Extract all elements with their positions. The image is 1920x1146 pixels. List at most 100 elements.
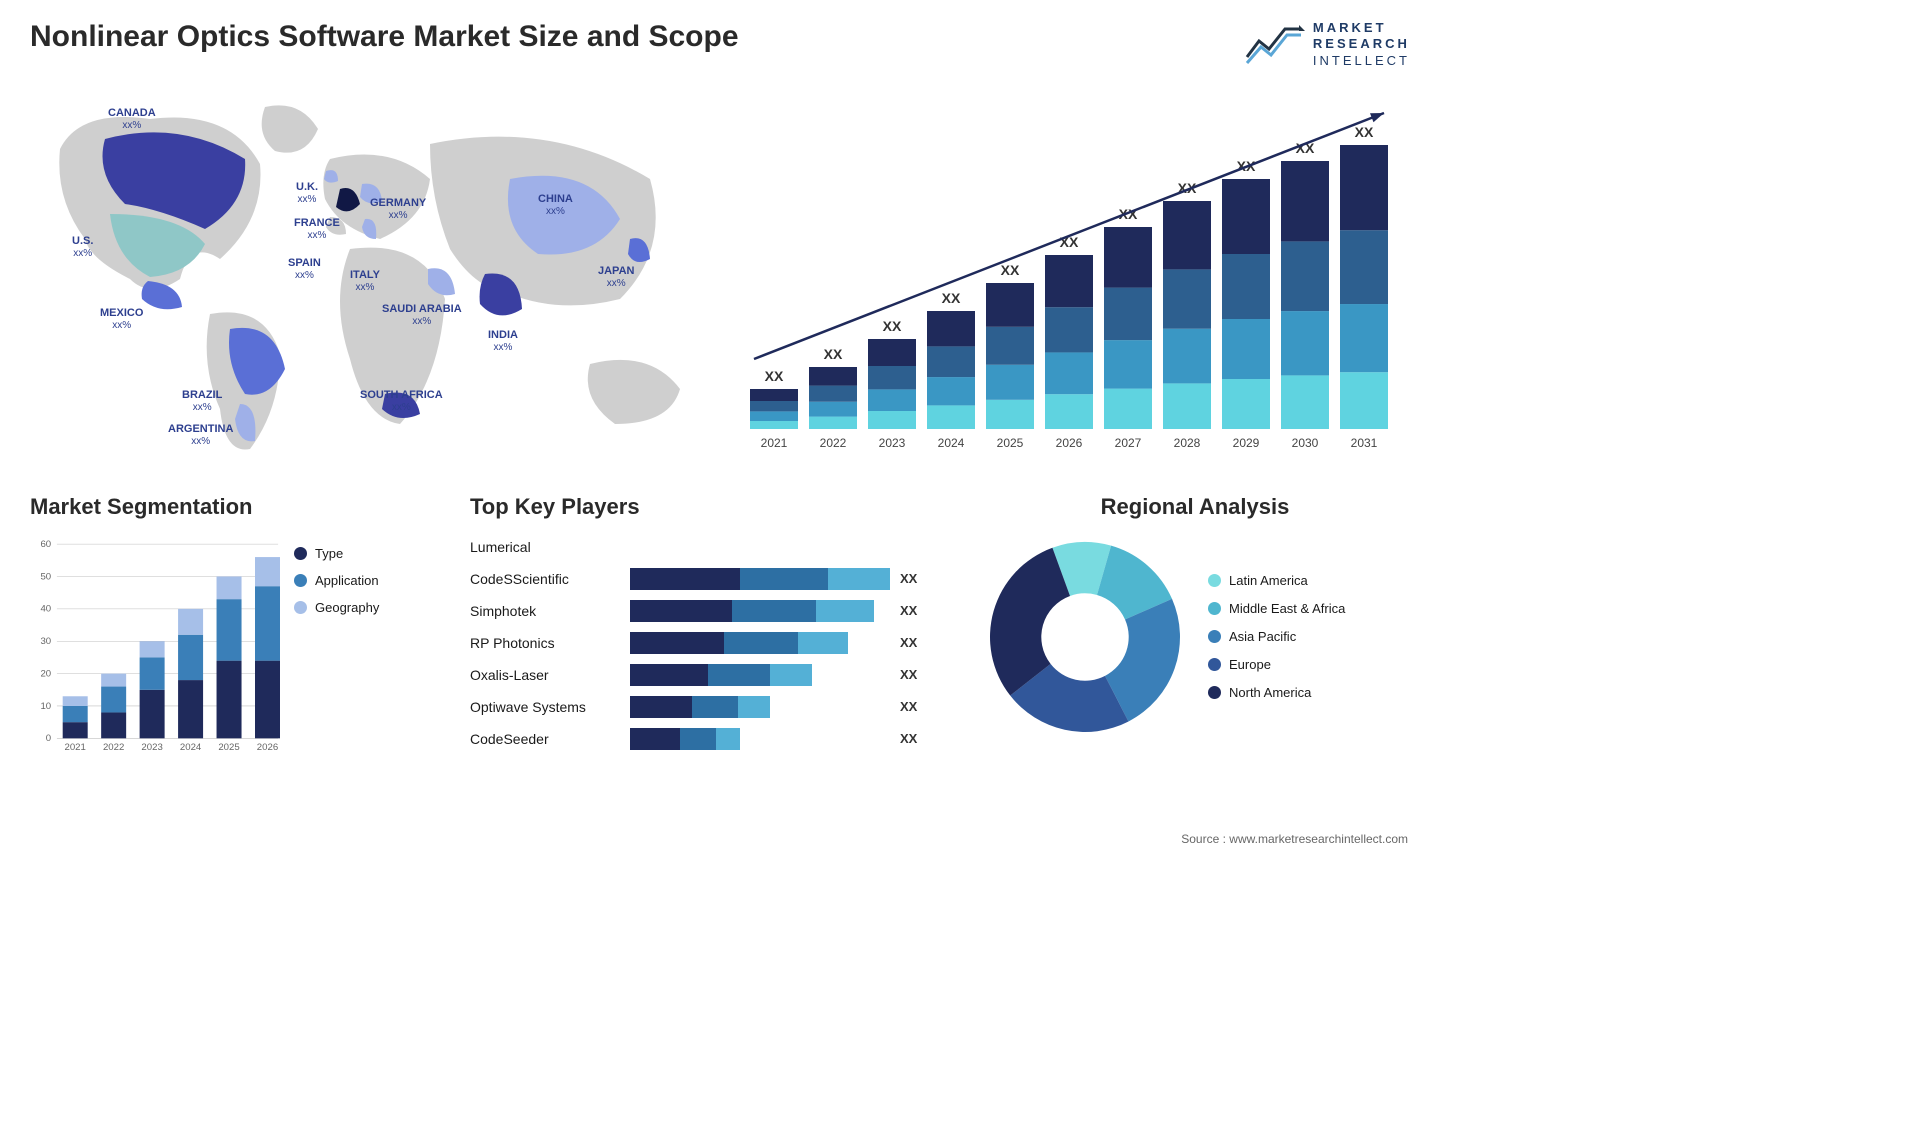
map-label: BRAZILxx%: [182, 389, 222, 413]
player-row: Simphotek XX: [470, 596, 960, 626]
svg-text:2027: 2027: [1115, 436, 1142, 450]
world-map: CANADAxx% U.S.xx% MEXICOxx% BRAZILxx% ARGENT…: [30, 89, 710, 469]
logo-line2: RESEARCH: [1313, 36, 1410, 52]
player-value: XX: [900, 731, 917, 746]
svg-text:0: 0: [46, 733, 51, 744]
player-bar: [630, 600, 890, 622]
map-label: ITALYxx%: [350, 269, 380, 293]
player-value: XX: [900, 635, 917, 650]
regional-panel: Regional Analysis Latin America Middle Ea…: [980, 494, 1410, 762]
player-bar: [630, 568, 890, 590]
legend-item: Application: [294, 573, 379, 588]
player-bar: [630, 728, 890, 750]
player-name: Optiwave Systems: [470, 699, 620, 715]
regional-title: Regional Analysis: [980, 494, 1410, 520]
svg-text:2023: 2023: [141, 742, 162, 753]
map-label: FRANCExx%: [294, 217, 340, 241]
player-row: Optiwave Systems XX: [470, 692, 960, 722]
map-label: INDIAxx%: [488, 329, 518, 353]
svg-text:XX: XX: [1001, 262, 1020, 278]
legend-item: Geography: [294, 600, 379, 615]
segmentation-panel: Market Segmentation 0 10 20 30 40 50 60 2021 202…: [30, 494, 450, 762]
player-bar: [630, 696, 890, 718]
svg-text:2026: 2026: [257, 742, 278, 753]
legend-item: Type: [294, 546, 379, 561]
source-attribution: Source : www.marketresearchintellect.com: [1181, 832, 1408, 846]
segmentation-legend: Type Application Geography: [294, 532, 379, 615]
player-value: XX: [900, 667, 917, 682]
legend-item: Europe: [1208, 657, 1345, 672]
player-row: CodeSScientific XX: [470, 564, 960, 594]
svg-text:XX: XX: [824, 346, 843, 362]
svg-text:2024: 2024: [938, 436, 965, 450]
svg-text:2030: 2030: [1292, 436, 1319, 450]
logo-line3: INTELLECT: [1313, 53, 1410, 69]
player-name: Oxalis-Laser: [470, 667, 620, 683]
legend-item: Asia Pacific: [1208, 629, 1345, 644]
regional-donut: [980, 532, 1190, 742]
svg-text:2021: 2021: [64, 742, 85, 753]
player-value: XX: [900, 603, 917, 618]
map-label: CANADAxx%: [108, 107, 156, 131]
segmentation-chart: 0 10 20 30 40 50 60 2021 2022 2023 2024 2025 2026: [30, 532, 280, 762]
player-name: Lumerical: [470, 539, 620, 555]
svg-text:20: 20: [40, 668, 51, 679]
map-label: U.S.xx%: [72, 235, 93, 259]
svg-text:2031: 2031: [1351, 436, 1378, 450]
svg-text:2024: 2024: [180, 742, 202, 753]
svg-text:40: 40: [40, 603, 51, 614]
players-panel: Top Key Players Lumerical CodeSScientifi…: [470, 494, 960, 762]
player-name: Simphotek: [470, 603, 620, 619]
players-list: Lumerical CodeSScientific XX Simphotek X…: [470, 532, 960, 754]
svg-text:XX: XX: [1355, 124, 1374, 140]
player-row: RP Photonics XX: [470, 628, 960, 658]
logo-icon: [1245, 23, 1305, 65]
brand-logo: MARKET RESEARCH INTELLECT: [1245, 20, 1410, 69]
svg-text:2022: 2022: [820, 436, 847, 450]
svg-text:XX: XX: [765, 368, 784, 384]
regional-legend: Latin America Middle East & Africa Asia Pa…: [1208, 573, 1345, 700]
svg-text:2025: 2025: [218, 742, 239, 753]
svg-text:XX: XX: [883, 318, 902, 334]
player-name: RP Photonics: [470, 635, 620, 651]
map-label: JAPANxx%: [598, 265, 634, 289]
player-value: XX: [900, 571, 917, 586]
svg-text:2028: 2028: [1174, 436, 1201, 450]
svg-text:2022: 2022: [103, 742, 124, 753]
legend-item: Middle East & Africa: [1208, 601, 1345, 616]
svg-text:2023: 2023: [879, 436, 906, 450]
map-label: SPAINxx%: [288, 257, 321, 281]
map-label: MEXICOxx%: [100, 307, 143, 331]
map-label: GERMANYxx%: [370, 197, 426, 221]
player-bar: [630, 536, 890, 558]
player-name: CodeSScientific: [470, 571, 620, 587]
map-label: U.K.xx%: [296, 181, 318, 205]
svg-text:60: 60: [40, 539, 51, 550]
map-label: SOUTH AFRICAxx%: [360, 389, 443, 413]
growth-chart: XX2021XX2022XX2023XX2024XX2025XX2026XX20…: [740, 89, 1420, 469]
player-row: CodeSeeder XX: [470, 724, 960, 754]
svg-text:XX: XX: [942, 290, 961, 306]
svg-text:2021: 2021: [761, 436, 788, 450]
legend-item: North America: [1208, 685, 1345, 700]
player-row: Lumerical: [470, 532, 960, 562]
svg-text:2025: 2025: [997, 436, 1024, 450]
player-name: CodeSeeder: [470, 731, 620, 747]
player-bar: [630, 632, 890, 654]
player-value: XX: [900, 699, 917, 714]
map-label: SAUDI ARABIAxx%: [382, 303, 462, 327]
logo-line1: MARKET: [1313, 20, 1410, 36]
players-title: Top Key Players: [470, 494, 960, 520]
player-row: Oxalis-Laser XX: [470, 660, 960, 690]
svg-text:10: 10: [40, 701, 51, 712]
legend-item: Latin America: [1208, 573, 1345, 588]
player-bar: [630, 664, 890, 686]
map-label: CHINAxx%: [538, 193, 573, 217]
svg-text:2026: 2026: [1056, 436, 1083, 450]
svg-text:50: 50: [40, 571, 51, 582]
segmentation-title: Market Segmentation: [30, 494, 450, 520]
page-title: Nonlinear Optics Software Market Size an…: [30, 20, 739, 54]
svg-text:30: 30: [40, 636, 51, 647]
map-label: ARGENTINAxx%: [168, 423, 233, 447]
svg-text:2029: 2029: [1233, 436, 1260, 450]
